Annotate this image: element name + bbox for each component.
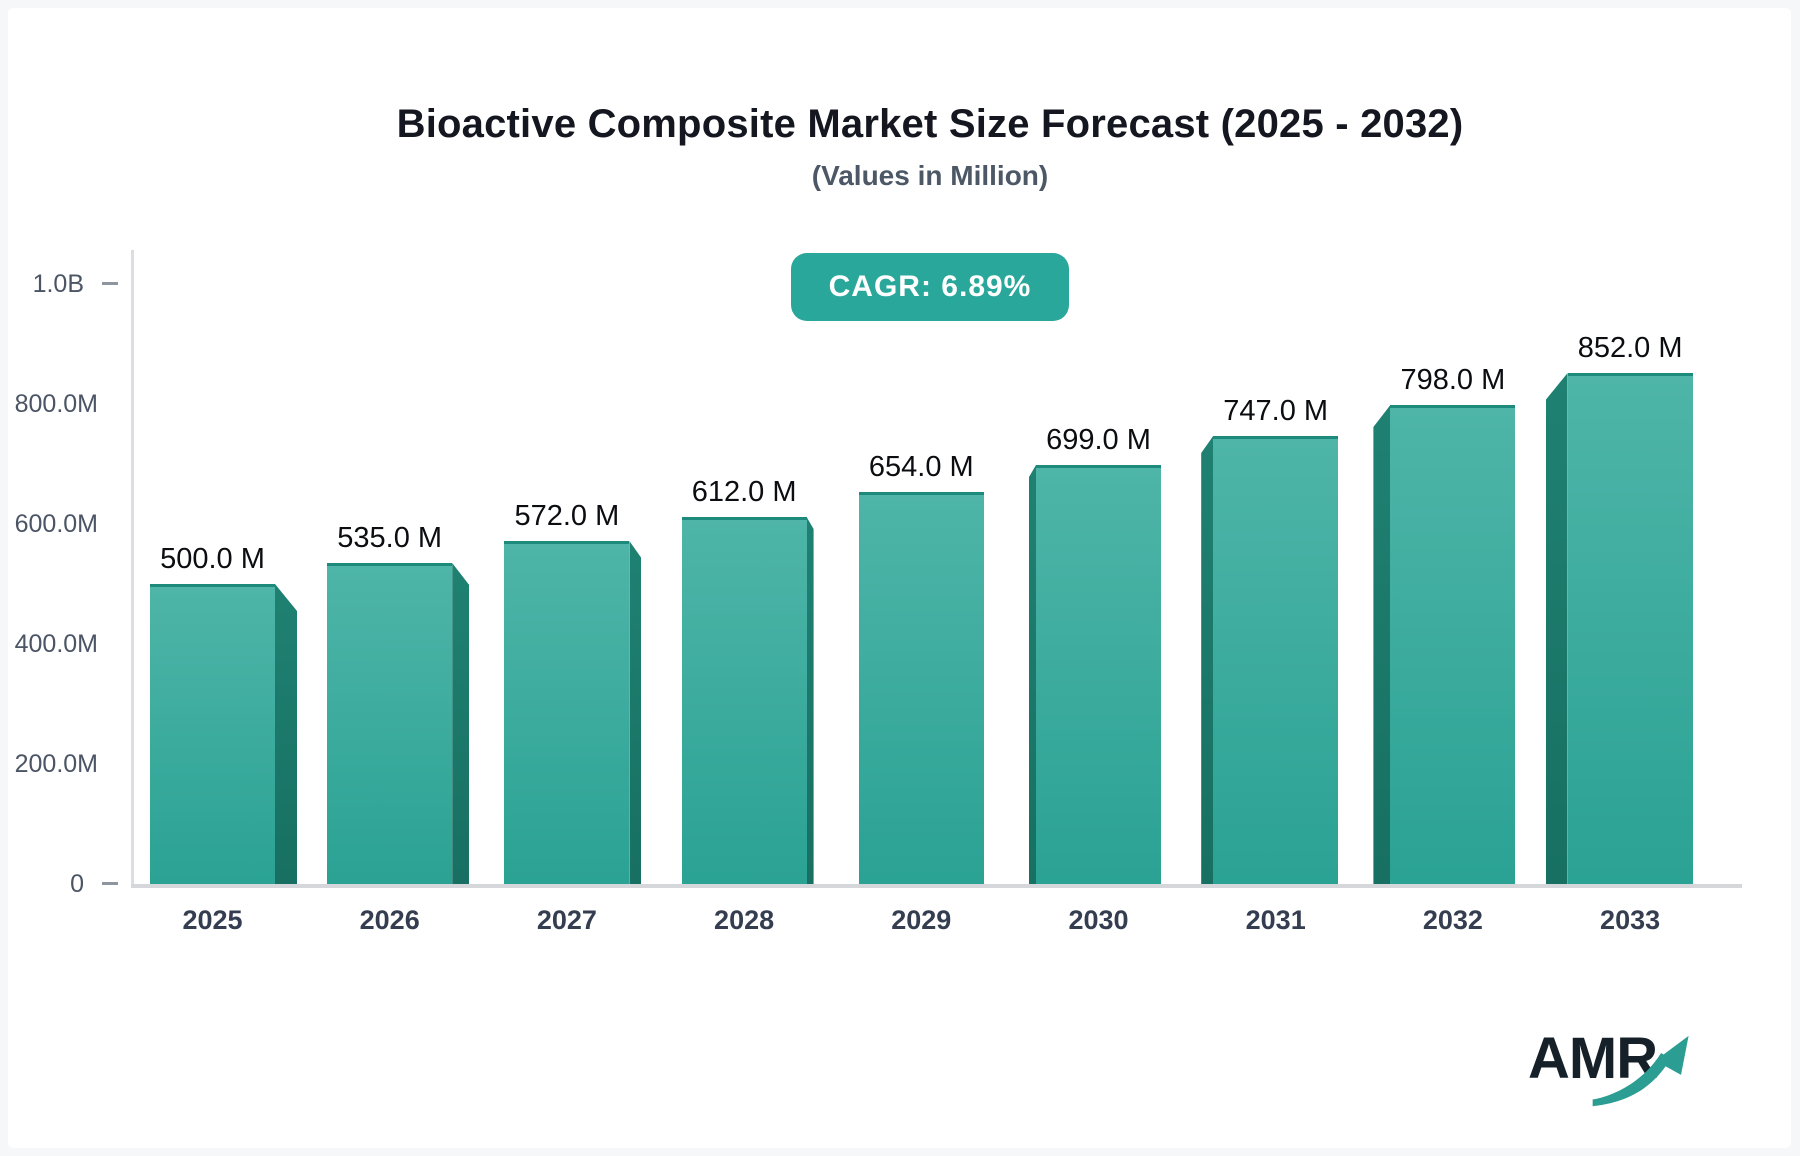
x-tick-label: 2031 bbox=[1245, 905, 1306, 935]
bar-value-label: 500.0 M bbox=[160, 543, 265, 575]
bar-value-label: 572.0 M bbox=[514, 500, 620, 532]
growth-arrow-head bbox=[1655, 1035, 1689, 1075]
x-tick-label: 2025 bbox=[182, 905, 243, 935]
bar-value-label: 747.0 M bbox=[1223, 395, 1329, 427]
bar-value-label: 798.0 M bbox=[1400, 364, 1506, 396]
y-tick-label: 1.0B bbox=[32, 270, 84, 298]
y-axis-line bbox=[131, 250, 134, 886]
x-tick-label: 2033 bbox=[1600, 905, 1661, 935]
bar[interactable] bbox=[1567, 373, 1693, 884]
bar[interactable] bbox=[1213, 436, 1339, 884]
x-tick-label: 2029 bbox=[891, 905, 952, 935]
bar[interactable] bbox=[681, 517, 807, 884]
x-axis-line bbox=[131, 884, 1742, 888]
bar[interactable] bbox=[858, 492, 984, 884]
bar-side-face bbox=[1545, 373, 1568, 884]
bar[interactable] bbox=[150, 584, 275, 884]
amr-logo-text: AMR bbox=[1528, 1026, 1658, 1091]
bar[interactable] bbox=[327, 563, 453, 884]
bar[interactable] bbox=[1390, 405, 1516, 884]
bar-side-face bbox=[1029, 465, 1036, 884]
bar-value-label: 654.0 M bbox=[868, 451, 974, 483]
chart-subtitle: (Values in Million) bbox=[811, 160, 1049, 191]
growth-arrow-icon bbox=[1592, 1035, 1689, 1107]
bar[interactable] bbox=[504, 541, 630, 884]
bar-value-label: 535.0 M bbox=[337, 522, 443, 554]
y-tick-dash bbox=[102, 282, 118, 285]
x-tick-label: 2032 bbox=[1422, 905, 1483, 935]
bar-side-face bbox=[629, 541, 642, 884]
bar-side-face bbox=[806, 517, 814, 884]
bar-side-face bbox=[1373, 405, 1391, 884]
y-tick-label: 200.0M bbox=[14, 750, 98, 778]
y-tick-label: 0 bbox=[70, 870, 84, 898]
bar-value-label: 852.0 M bbox=[1577, 332, 1683, 364]
x-tick-label: 2026 bbox=[359, 905, 420, 935]
y-tick-label: 400.0M bbox=[14, 630, 98, 658]
y-tick-label: 800.0M bbox=[14, 390, 98, 418]
x-tick-label: 2027 bbox=[536, 905, 597, 935]
bar-side-face bbox=[452, 563, 470, 884]
bar-value-label: 699.0 M bbox=[1046, 424, 1151, 456]
cagr-badge-label: CAGR: 6.89% bbox=[828, 270, 1032, 303]
cagr-badge-row: CAGR: 6.89% bbox=[60, 253, 1800, 321]
x-tick-label: 2028 bbox=[714, 905, 775, 935]
y-tick-dash bbox=[102, 882, 118, 885]
bar-side-face bbox=[1201, 436, 1214, 884]
x-tick-label: 2030 bbox=[1068, 905, 1129, 935]
bar-value-label: 612.0 M bbox=[691, 476, 797, 508]
amr-logo: AMR bbox=[1528, 1030, 1708, 1120]
bar[interactable] bbox=[1036, 465, 1161, 884]
y-tick-label: 600.0M bbox=[14, 510, 98, 538]
cagr-badge: CAGR: 6.89% bbox=[790, 253, 1070, 321]
chart-title: Bioactive Composite Market Size Forecast… bbox=[396, 102, 1464, 146]
bar-side-face bbox=[275, 584, 297, 884]
